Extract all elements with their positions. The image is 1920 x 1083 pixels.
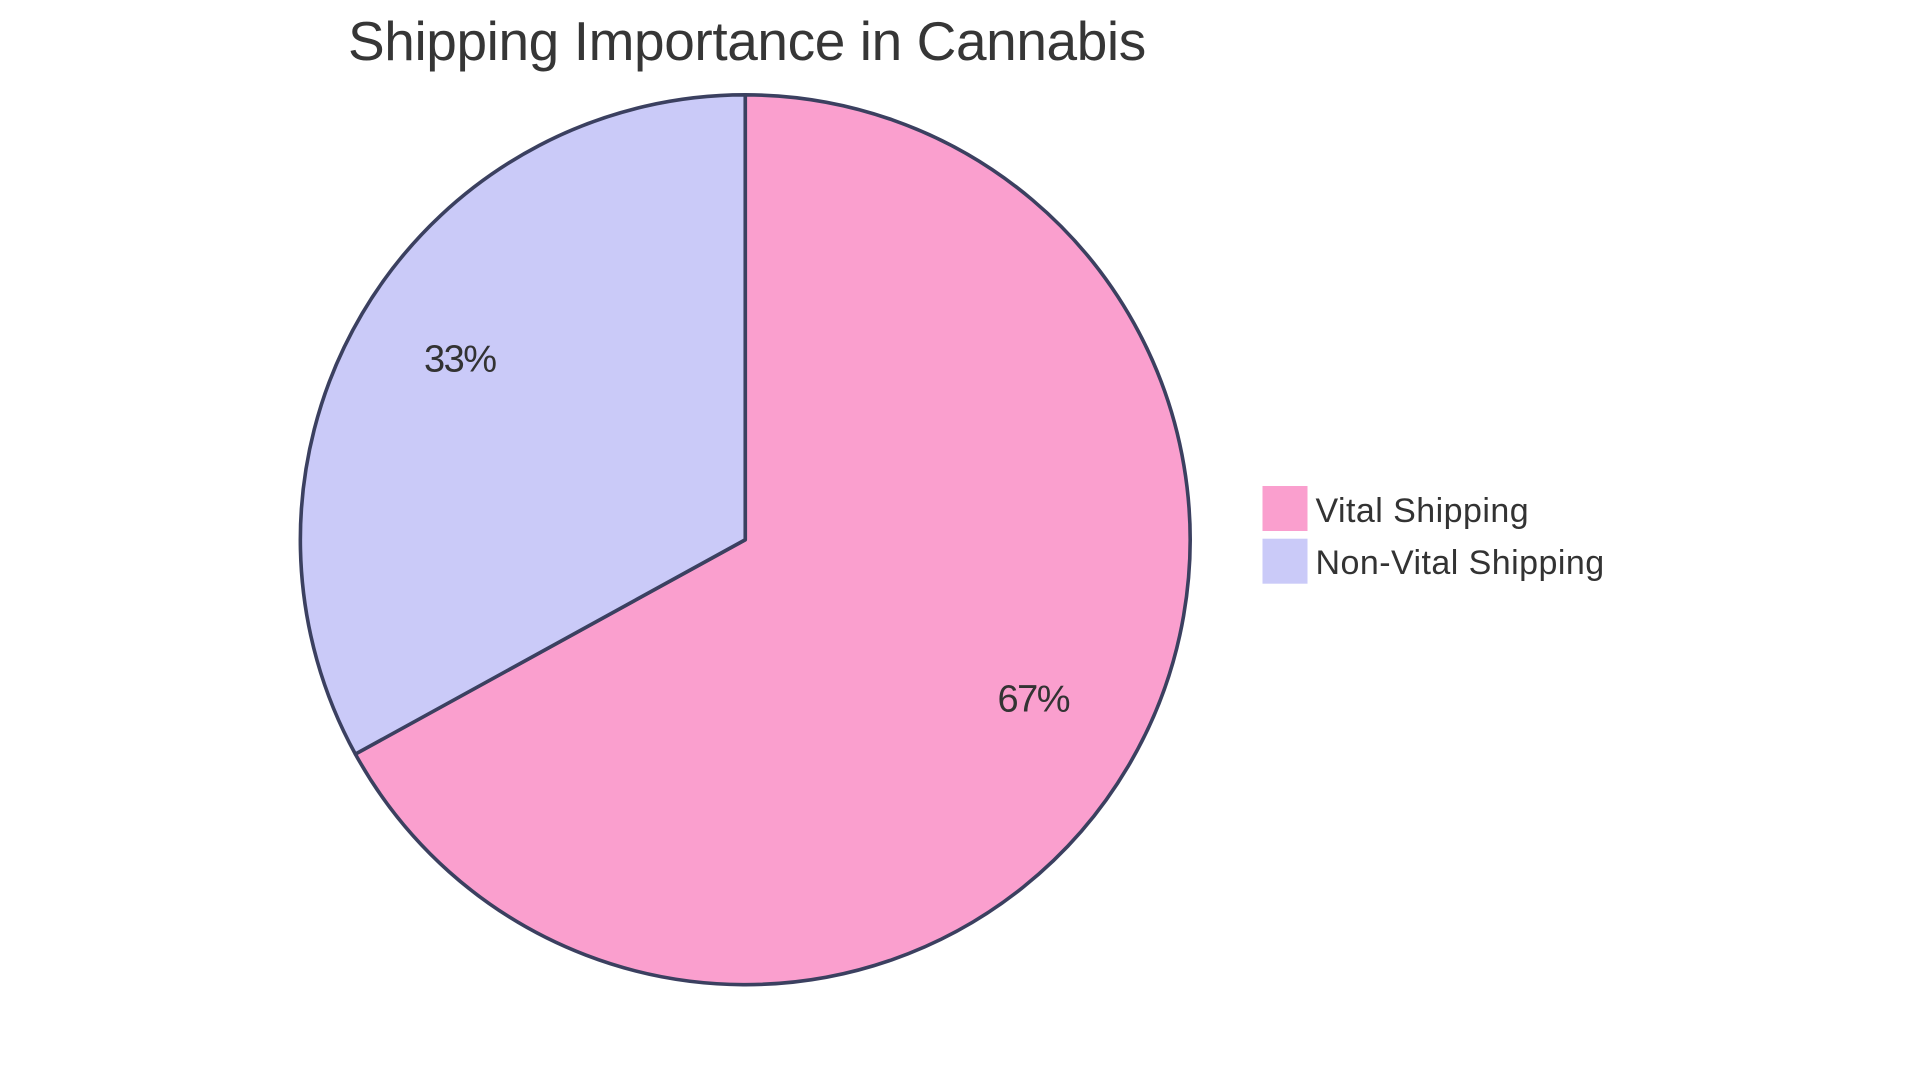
svg-text:33%: 33% xyxy=(424,339,496,381)
svg-text:Non-Vital Shipping: Non-Vital Shipping xyxy=(1316,544,1605,582)
svg-text:Vital Shipping: Vital Shipping xyxy=(1316,492,1530,530)
svg-text:67%: 67% xyxy=(998,679,1070,721)
svg-text:Shipping Importance in Cannabi: Shipping Importance in Cannabis xyxy=(348,10,1146,72)
